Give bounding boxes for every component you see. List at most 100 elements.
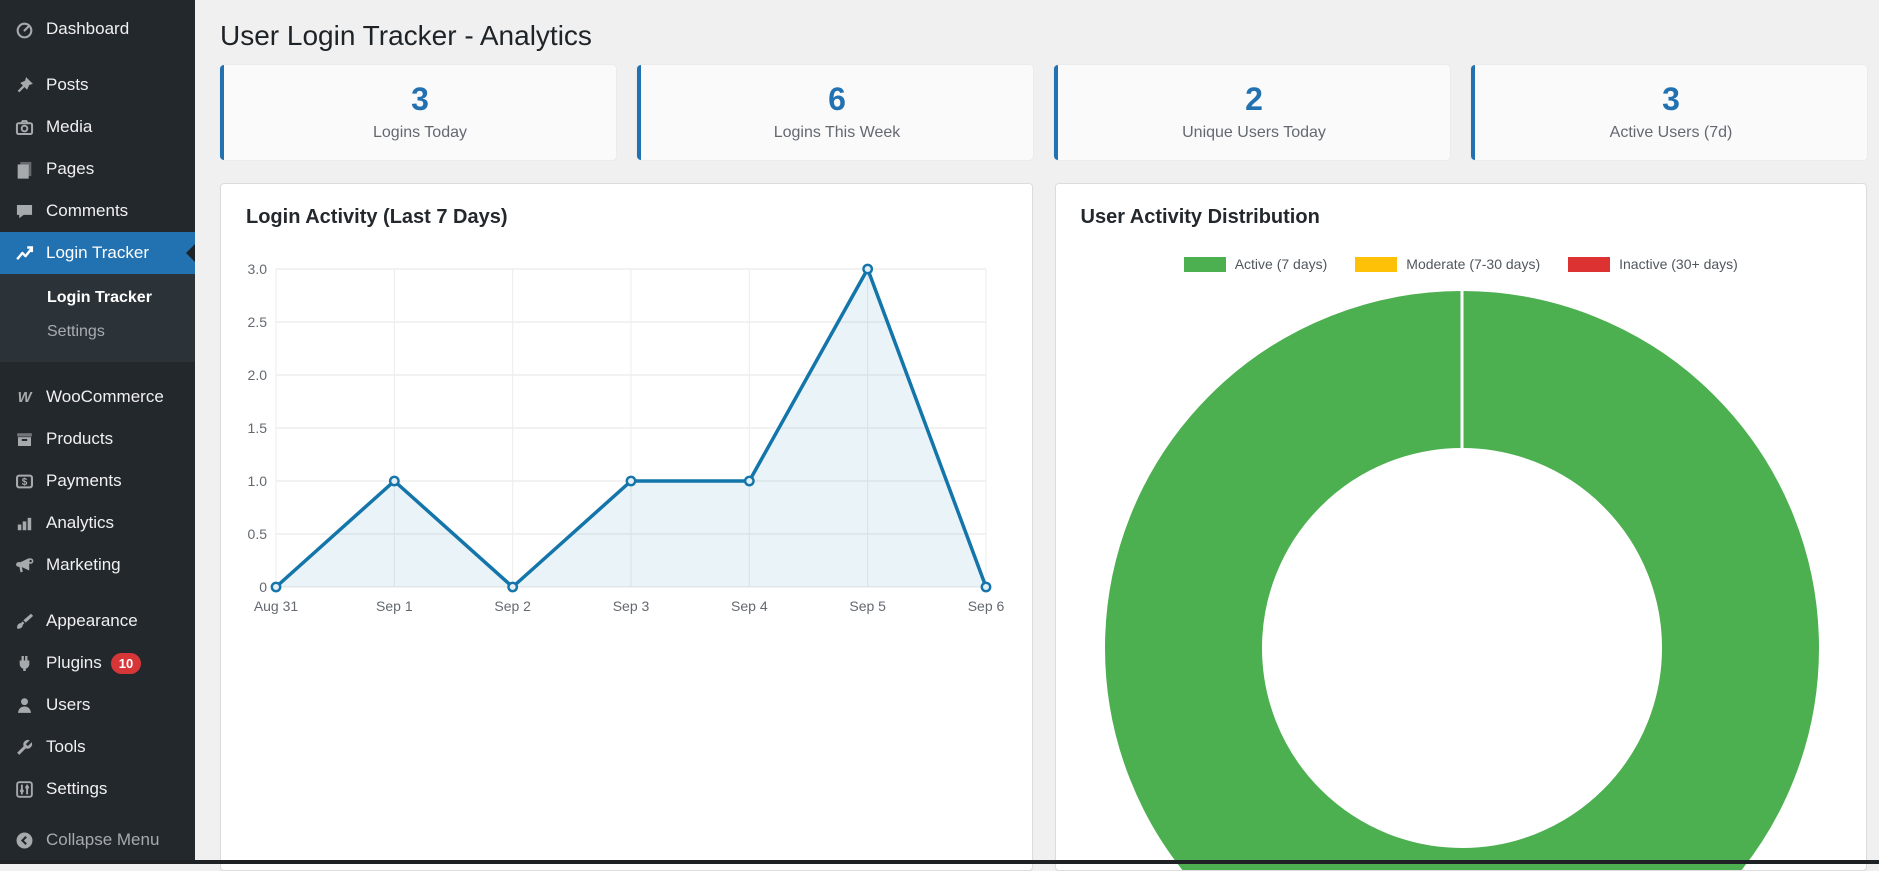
comment-icon <box>13 200 35 222</box>
sidebar-item-payments[interactable]: $ Payments <box>0 460 195 502</box>
svg-text:Sep 3: Sep 3 <box>613 598 650 614</box>
sidebar-item-users[interactable]: Users <box>0 684 195 726</box>
svg-text:W: W <box>17 390 32 406</box>
sidebar-item-collapse-menu[interactable]: Collapse Menu <box>0 819 195 861</box>
camera-icon <box>13 116 35 138</box>
sidebar-item-label: Plugins <box>46 653 102 673</box>
bar-chart-icon <box>13 512 35 534</box>
stat-value: 2 <box>1245 83 1263 115</box>
submenu-item-login-tracker-sub[interactable]: Login Tracker <box>0 281 195 315</box>
legend-label: Active (7 days) <box>1235 256 1328 272</box>
svg-text:Sep 5: Sep 5 <box>849 598 886 614</box>
legend-label: Inactive (30+ days) <box>1619 256 1738 272</box>
sidebar-item-settings[interactable]: Settings <box>0 768 195 810</box>
sidebar-item-posts[interactable]: Posts <box>0 64 195 106</box>
svg-text:2.5: 2.5 <box>248 314 268 330</box>
sidebar-item-tools[interactable]: Tools <box>0 726 195 768</box>
sidebar-item-label: Analytics <box>46 513 114 533</box>
stat-label: Logins This Week <box>774 124 901 142</box>
sidebar-item-label: Login Tracker <box>46 243 149 263</box>
sidebar-item-label: Posts <box>46 75 89 95</box>
legend-swatch <box>1184 257 1226 272</box>
sidebar-item-dashboard[interactable]: Dashboard <box>0 8 195 50</box>
stat-card: 6 Logins This Week <box>637 65 1033 160</box>
sidebar-item-marketing[interactable]: Marketing <box>0 544 195 586</box>
sidebar-item-label: Pages <box>46 159 94 179</box>
legend-swatch <box>1355 257 1397 272</box>
plugin-icon <box>13 652 35 674</box>
menu-separator <box>0 586 195 600</box>
stat-label: Active Users (7d) <box>1610 124 1733 142</box>
pages-icon <box>13 158 35 180</box>
svg-text:$: $ <box>21 477 27 488</box>
sidebar-item-label: Tools <box>46 737 86 757</box>
sidebar-item-label: Users <box>46 695 90 715</box>
svg-text:0: 0 <box>259 579 267 595</box>
svg-text:Sep 1: Sep 1 <box>376 598 413 614</box>
submenu-item-login-tracker-settings[interactable]: Settings <box>0 315 195 349</box>
user-icon <box>13 694 35 716</box>
stat-value: 6 <box>828 83 846 115</box>
wrench-icon <box>13 736 35 758</box>
stat-card: 3 Active Users (7d) <box>1471 65 1867 160</box>
svg-text:Aug 31: Aug 31 <box>254 598 299 614</box>
woocommerce-icon: W <box>13 386 35 408</box>
stat-label: Logins Today <box>373 124 467 142</box>
sidebar-item-products[interactable]: Products <box>0 418 195 460</box>
admin-sidebar: Dashboard Posts Media Pages Comments Login Tr… <box>0 0 195 864</box>
activity-distribution-panel: User Activity Distribution Active (7 day… <box>1055 183 1868 871</box>
sidebar-item-label: Comments <box>46 201 128 221</box>
megaphone-icon <box>13 554 35 576</box>
plugins-update-badge: 10 <box>111 653 141 674</box>
sidebar-item-media[interactable]: Media <box>0 106 195 148</box>
sidebar-item-label: Payments <box>46 471 122 491</box>
activity-distribution-title: User Activity Distribution <box>1081 206 1842 229</box>
stats-row: 3 Logins Today 6 Logins This Week 2 Unique Us… <box>220 65 1867 160</box>
brush-icon <box>13 610 35 632</box>
stat-card: 2 Unique Users Today <box>1054 65 1450 160</box>
sidebar-item-label: WooCommerce <box>46 387 164 407</box>
sidebar-item-plugins[interactable]: Plugins 10 <box>0 642 195 684</box>
legend-label: Moderate (7-30 days) <box>1406 256 1540 272</box>
sidebar-item-pages[interactable]: Pages <box>0 148 195 190</box>
sliders-icon <box>13 778 35 800</box>
legend-item-1[interactable]: Moderate (7-30 days) <box>1355 256 1540 272</box>
login-activity-title: Login Activity (Last 7 Days) <box>246 206 1007 229</box>
svg-text:2.0: 2.0 <box>248 367 268 383</box>
menu-separator <box>0 362 195 376</box>
sidebar-item-login-tracker[interactable]: Login Tracker <box>0 232 195 274</box>
sidebar-item-label: Media <box>46 117 92 137</box>
legend-item-0[interactable]: Active (7 days) <box>1184 256 1328 272</box>
stat-label: Unique Users Today <box>1182 124 1326 142</box>
activity-donut-chart <box>1056 286 1865 871</box>
sidebar-item-label: Products <box>46 429 113 449</box>
stat-value: 3 <box>1662 83 1680 115</box>
legend-item-2[interactable]: Inactive (30+ days) <box>1568 256 1738 272</box>
sidebar-item-label: Appearance <box>46 611 138 631</box>
sidebar-item-label: Dashboard <box>46 19 129 39</box>
stat-value: 3 <box>411 83 429 115</box>
sidebar-item-label: Collapse Menu <box>46 830 159 850</box>
sidebar-item-woocommerce[interactable]: W WooCommerce <box>0 376 195 418</box>
sidebar-item-appearance[interactable]: Appearance <box>0 600 195 642</box>
svg-text:Sep 2: Sep 2 <box>494 598 531 614</box>
svg-text:1.5: 1.5 <box>248 420 268 436</box>
chart-line-icon <box>13 242 35 264</box>
payments-icon: $ <box>13 470 35 492</box>
sidebar-item-label: Marketing <box>46 555 121 575</box>
sidebar-item-comments[interactable]: Comments <box>0 190 195 232</box>
sidebar-item-analytics[interactable]: Analytics <box>0 502 195 544</box>
svg-text:Sep 4: Sep 4 <box>731 598 768 614</box>
svg-text:1.0: 1.0 <box>248 473 268 489</box>
bottom-edge-strip <box>0 860 1879 864</box>
box-icon <box>13 428 35 450</box>
dashboard-icon <box>13 18 35 40</box>
svg-text:Sep 6: Sep 6 <box>968 598 1005 614</box>
donut-legend: Active (7 days) Moderate (7-30 days) Inact… <box>1081 256 1842 272</box>
stat-card: 3 Logins Today <box>220 65 616 160</box>
